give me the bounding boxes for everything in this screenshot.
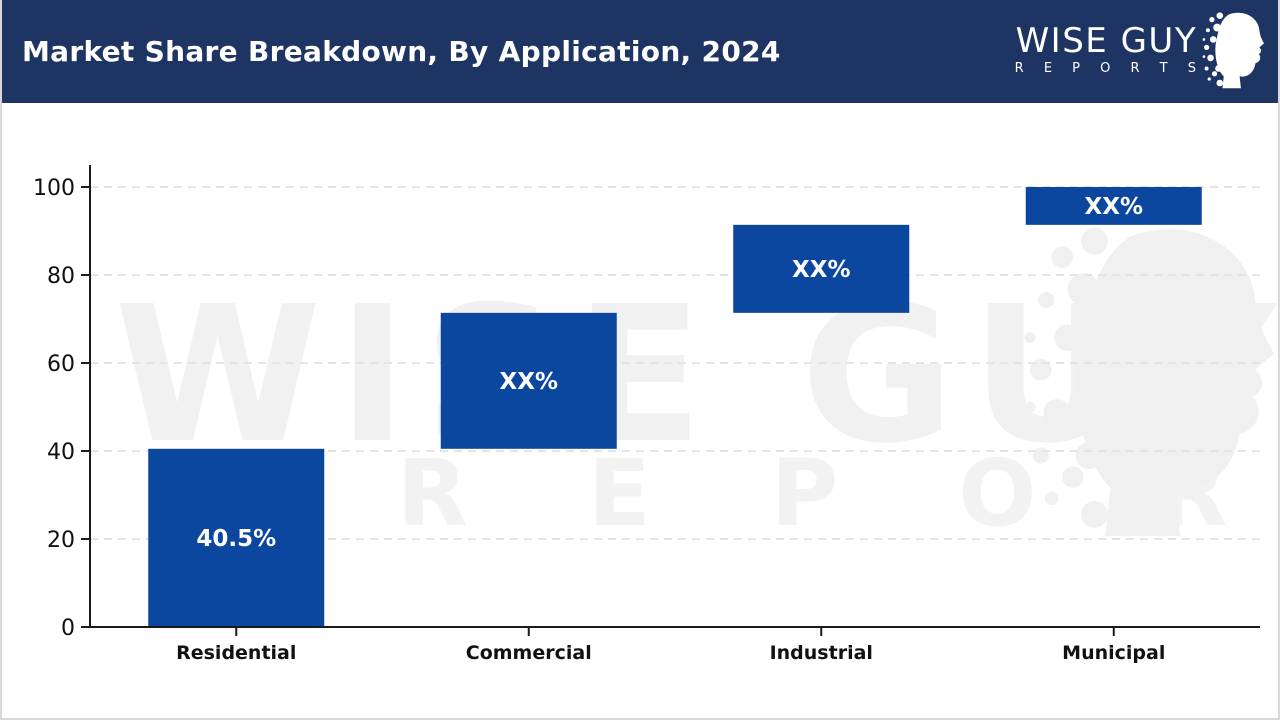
page-title: Market Share Breakdown, By Application, … [22, 35, 781, 68]
y-tick-label: 20 [47, 528, 75, 553]
wiseguy-logo: WISE GUY R E P O R T S [1009, 10, 1266, 90]
bar-value-label: XX% [1084, 194, 1143, 220]
x-category-label: Municipal [1062, 642, 1165, 664]
y-tick-label: 60 [47, 352, 75, 377]
x-category-label: Residential [176, 642, 296, 664]
x-category-label: Industrial [770, 642, 873, 664]
y-tick-label: 80 [47, 264, 75, 289]
bar-residential [148, 448, 325, 627]
wiseguy-logo-text: WISE GUY R E P O R T S [1009, 20, 1204, 77]
bar-value-label: XX% [499, 369, 558, 395]
bar-industrial [733, 224, 910, 313]
header: Market Share Breakdown, By Application, … [2, 0, 1278, 103]
wiseguy-face-icon [1200, 10, 1266, 90]
y-tick-label: 40 [47, 440, 75, 465]
bar-value-label: 40.5% [196, 526, 276, 552]
bar-value-label: XX% [792, 257, 851, 283]
logo-subtitle: R E P O R T S [1014, 61, 1204, 77]
y-tick-label: 0 [61, 616, 75, 641]
logo-wordmark: WISE GUY [1015, 20, 1198, 61]
watermark-face-icon [1014, 218, 1280, 543]
x-category-label: Commercial [466, 642, 592, 664]
bar-municipal [1025, 187, 1202, 225]
y-tick-label: 100 [33, 176, 75, 201]
watermark-subtitle: R E P O R T S [397, 440, 1278, 547]
bar-commercial [440, 312, 617, 449]
watermark-wordmark: WISE GUY [114, 266, 1280, 485]
